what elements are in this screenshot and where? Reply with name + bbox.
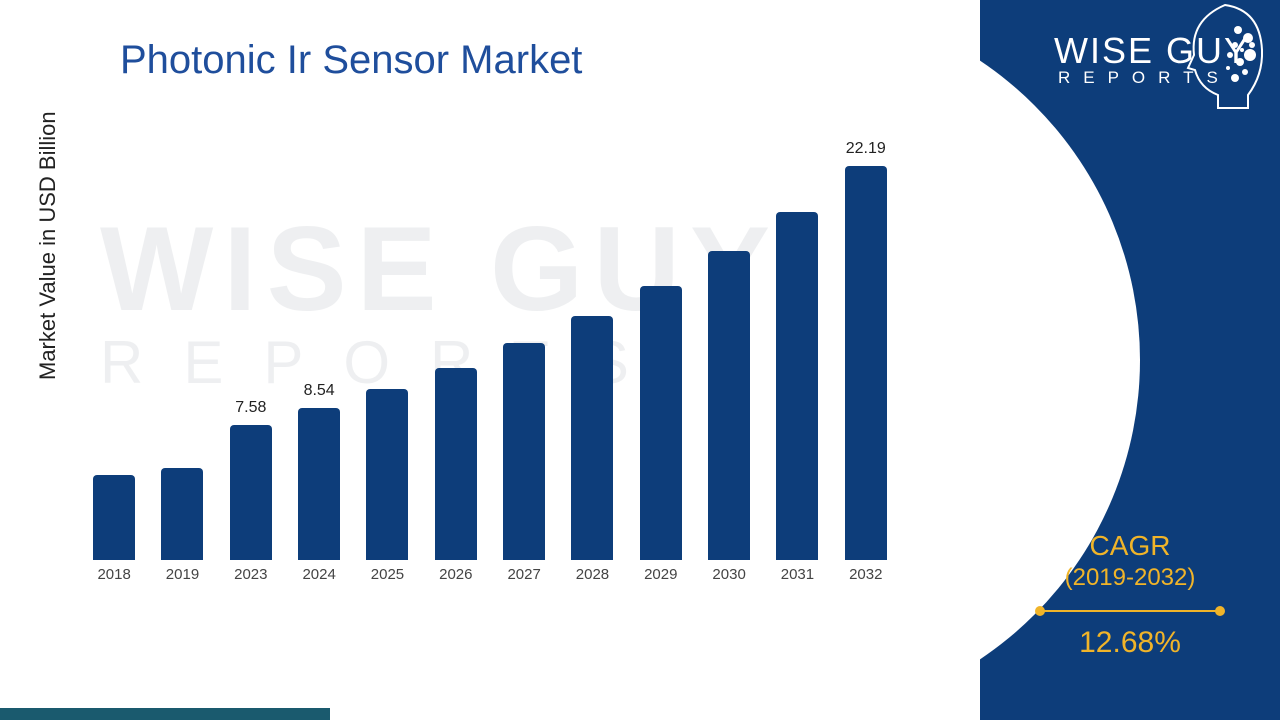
bar-group: [426, 368, 486, 560]
bar-value-label: 7.58: [221, 399, 281, 419]
x-axis-labels: 2018 2019 2023 2024 2025 2026 2027 2028 2029 2030…: [80, 566, 900, 590]
cagr-years: (2019-2032): [1010, 564, 1250, 592]
x-tick-label: 2018: [84, 566, 144, 590]
bar: [161, 468, 203, 560]
bar: [640, 286, 682, 560]
brand-logo: WISE GUY REPORTS: [1054, 30, 1250, 88]
bar-group: [84, 475, 144, 560]
bar: [503, 343, 545, 560]
x-tick-label: 2019: [152, 566, 212, 590]
bar-group: [494, 343, 554, 560]
logo-text-sub: REPORTS: [1058, 68, 1250, 88]
x-tick-label: 2029: [631, 566, 691, 590]
bar-value-label: 8.54: [289, 382, 349, 402]
bar: [708, 251, 750, 560]
bar: [845, 166, 887, 560]
cagr-divider: [1040, 610, 1220, 612]
x-tick-label: 2031: [767, 566, 827, 590]
bar: [776, 212, 818, 560]
x-tick-label: 2027: [494, 566, 554, 590]
bottom-accent-bar: [0, 708, 330, 720]
chart-title: Photonic Ir Sensor Market: [120, 38, 582, 83]
x-tick-label: 2026: [426, 566, 486, 590]
cagr-block: CAGR (2019-2032) 12.68%: [1010, 530, 1250, 660]
bars-container: 7.588.5422.19: [80, 160, 900, 560]
bar-group: [562, 316, 622, 560]
bar: [230, 425, 272, 560]
x-tick-label: 2030: [699, 566, 759, 590]
x-tick-label: 2032: [836, 566, 896, 590]
bar-group: [152, 468, 212, 560]
bar-group: [357, 389, 417, 560]
bar-group: [631, 286, 691, 560]
bar: [571, 316, 613, 560]
bar-group: 22.19: [836, 166, 896, 560]
bar: [435, 368, 477, 560]
x-tick-label: 2023: [221, 566, 281, 590]
bar: [298, 408, 340, 560]
cagr-label: CAGR: [1010, 530, 1250, 562]
bar-group: [699, 251, 759, 560]
x-tick-label: 2025: [357, 566, 417, 590]
x-tick-label: 2028: [562, 566, 622, 590]
bar: [93, 475, 135, 560]
bar-value-label: 22.19: [836, 140, 896, 160]
side-panel: WISE GUY REPORTS CAGR (2019-2032) 12.68%: [980, 0, 1280, 720]
bar-group: [767, 212, 827, 560]
bar-chart: 7.588.5422.19 20182019202320242025202620…: [80, 160, 900, 590]
x-tick-label: 2024: [289, 566, 349, 590]
cagr-value: 12.68%: [1010, 626, 1250, 660]
bar-group: 7.58: [221, 425, 281, 560]
bar: [366, 389, 408, 560]
logo-text-main: WISE GUY: [1054, 30, 1250, 72]
bar-group: 8.54: [289, 408, 349, 560]
y-axis-label: Market Value in USD Billion: [35, 111, 61, 380]
